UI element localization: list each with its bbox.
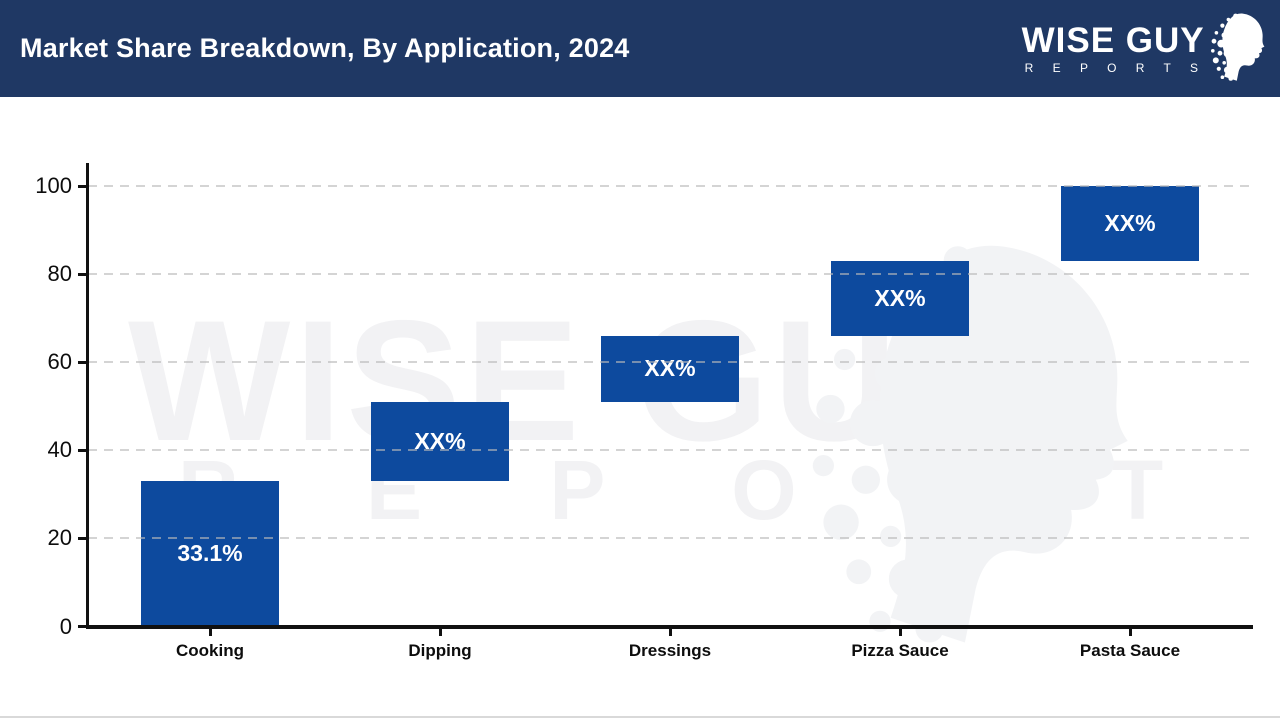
y-tick-label-40: 40	[47, 437, 72, 463]
y-tick-20	[78, 536, 88, 540]
x-tick-cooking	[208, 626, 212, 636]
x-axis	[86, 625, 1253, 629]
wise-guy-logo: WISE GUY R E P O R T S	[1022, 6, 1268, 92]
y-tick-label-0: 0	[59, 613, 72, 639]
logo-wordmark: WISE GUY	[1021, 21, 1205, 60]
logo-subtitle: R E P O R T S	[1024, 61, 1206, 75]
y-tick-100	[78, 184, 88, 188]
header-bar: Market Share Breakdown, By Application, …	[0, 0, 1280, 97]
bar-value-label: 33.1%	[177, 540, 243, 567]
bar-pasta-sauce: XX%	[1061, 186, 1199, 261]
logo-text: WISE GUY R E P O R T S	[1021, 21, 1206, 76]
gridline-20	[88, 537, 1253, 540]
bar-value-label: XX%	[644, 355, 696, 382]
x-tick-dipping	[438, 626, 442, 636]
y-tick-0	[78, 625, 88, 628]
bar-dressings: XX%	[601, 335, 739, 402]
y-tick-label-60: 60	[47, 349, 72, 375]
dotted-face-profile-icon	[1211, 13, 1265, 81]
gridline-40	[88, 449, 1253, 452]
y-axis	[86, 163, 89, 629]
bar-dipping: XX%	[371, 401, 509, 481]
bar-cooking: 33.1%	[141, 480, 279, 627]
x-tick-pasta-sauce	[1128, 626, 1132, 636]
bar-value-label: XX%	[874, 284, 926, 311]
gridline-60	[88, 361, 1253, 364]
y-tick-label-20: 20	[47, 525, 72, 551]
y-tick-80	[78, 272, 88, 276]
y-tick-label-100: 100	[35, 173, 72, 198]
x-tick-dressings	[668, 626, 672, 636]
gridline-100	[88, 185, 1253, 187]
y-tick-40	[78, 448, 88, 452]
x-tick-label-pasta-sauce: Pasta Sauce	[1079, 640, 1181, 660]
x-tick-label-dressings: Dressings	[628, 640, 712, 660]
bar-pizza-sauce: XX%	[831, 260, 969, 336]
chart-title: Market Share Breakdown, By Application, …	[20, 33, 630, 63]
x-tick-label-pizza-sauce: Pizza Sauce	[851, 640, 949, 660]
watermark-subtitle: R E P O R T S	[178, 443, 1280, 537]
chart-area: WISE GUY R E P O R T S 0 20 40 60 80 100 33.1%…	[0, 97, 1280, 720]
y-tick-60	[78, 360, 88, 364]
x-tick-label-dipping: Dipping	[408, 640, 472, 660]
bar-value-label: XX%	[1104, 209, 1156, 236]
x-tick-label-cooking: Cooking	[176, 640, 244, 660]
bottom-divider	[0, 716, 1280, 718]
y-tick-label-80: 80	[47, 261, 72, 287]
gridline-80	[88, 273, 1253, 276]
